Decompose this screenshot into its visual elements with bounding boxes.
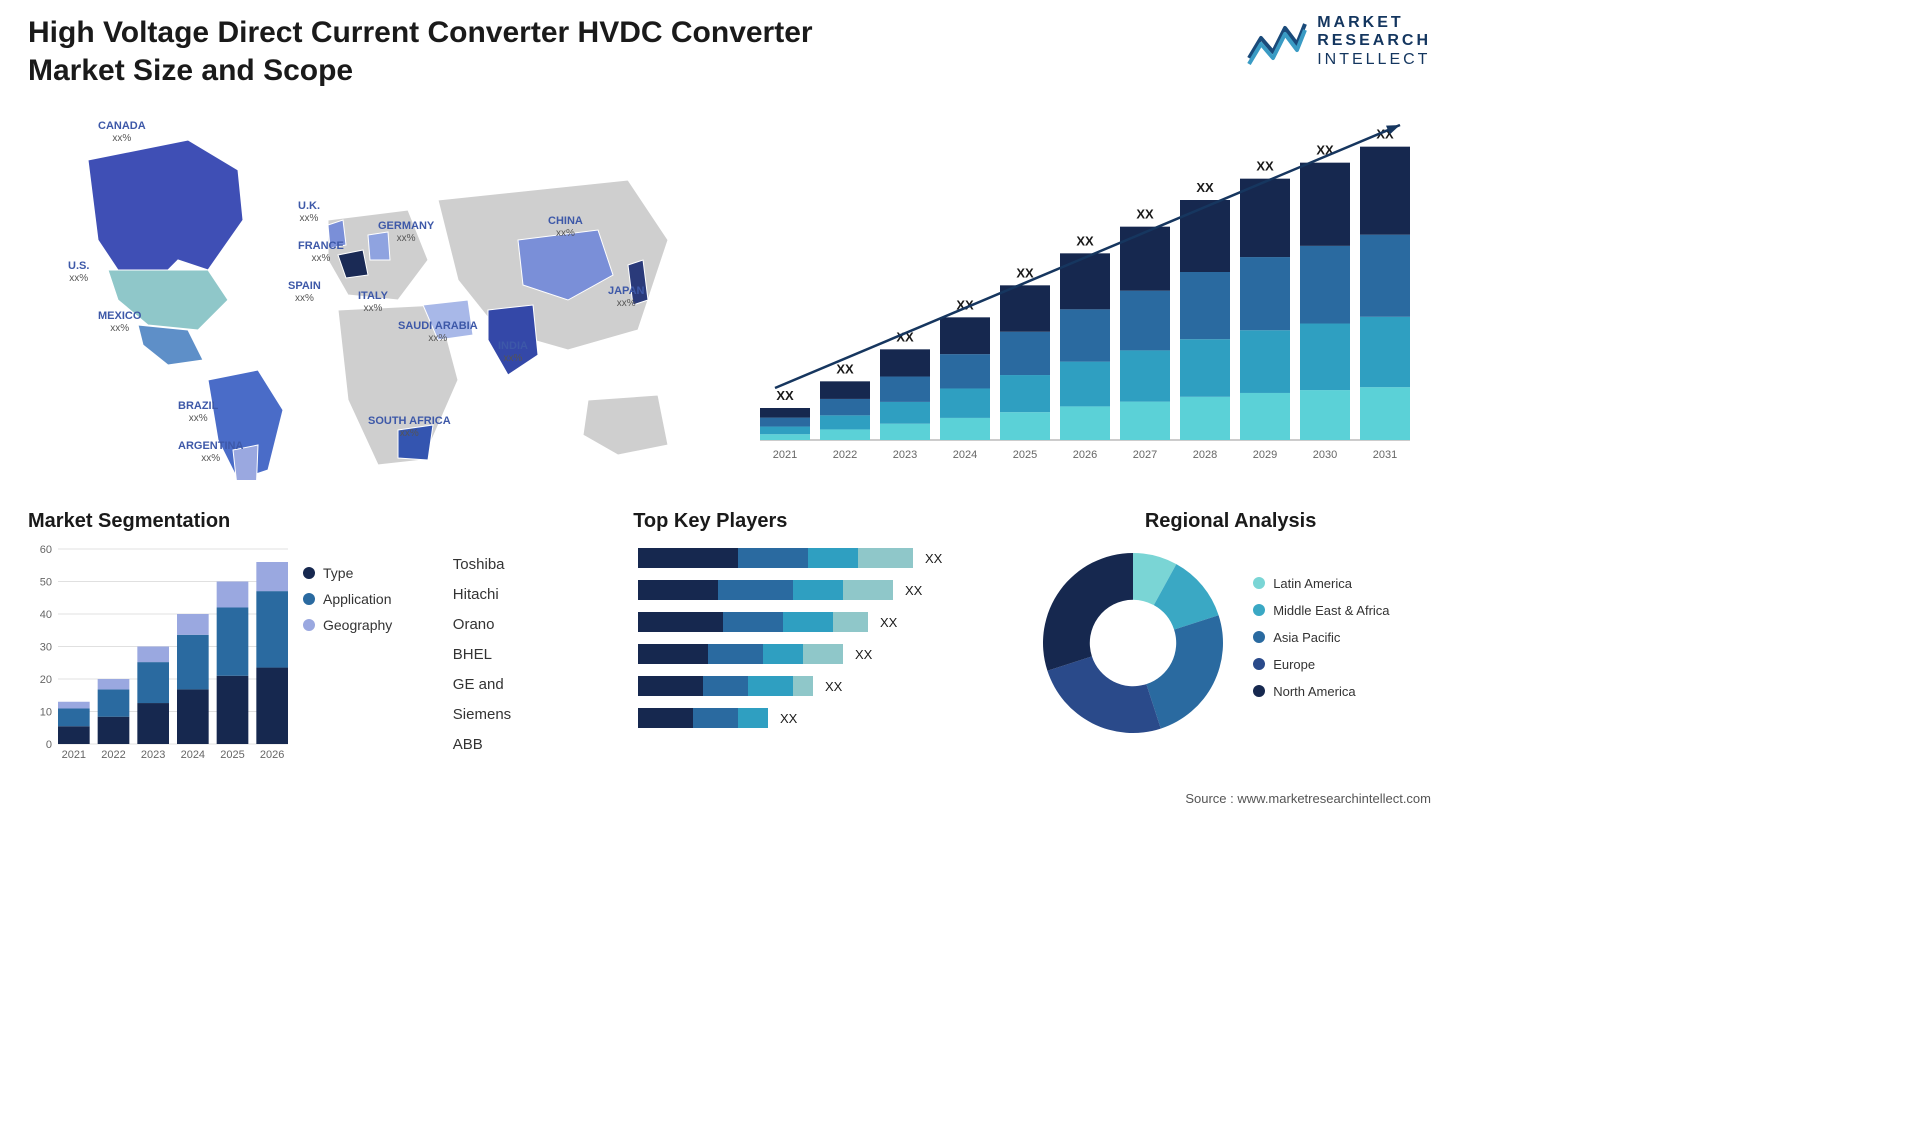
svg-text:10: 10 (40, 707, 52, 719)
key-players-title: Top Key Players (633, 510, 1003, 533)
svg-text:XX: XX (780, 711, 798, 726)
svg-text:XX: XX (1136, 207, 1154, 222)
svg-text:2025: 2025 (1013, 449, 1037, 461)
logo-icon (1247, 18, 1307, 66)
player-name: Hitachi (453, 580, 603, 610)
svg-text:30: 30 (40, 642, 52, 654)
segmentation-legend: Type Application Geography (303, 565, 392, 643)
regional-donut (1033, 543, 1233, 743)
svg-text:XX: XX (880, 615, 898, 630)
regional-legend: Latin America Middle East & Africa Asia Pa… (1253, 576, 1389, 711)
map-label: CHINAxx% (548, 215, 583, 240)
svg-text:XX: XX (925, 551, 943, 566)
svg-text:2024: 2024 (953, 449, 977, 461)
legend-item: Geography (303, 617, 392, 633)
player-name: Toshiba (453, 550, 603, 580)
map-label: FRANCExx% (298, 240, 344, 265)
svg-text:0: 0 (46, 739, 52, 751)
svg-text:2021: 2021 (773, 449, 797, 461)
legend-item: Asia Pacific (1253, 630, 1389, 645)
map-label: MEXICOxx% (98, 310, 141, 335)
svg-text:XX: XX (825, 679, 843, 694)
map-label: SOUTH AFRICAxx% (368, 415, 451, 440)
svg-text:2031: 2031 (1373, 449, 1397, 461)
map-label: SPAINxx% (288, 280, 321, 305)
svg-text:XX: XX (836, 361, 854, 376)
map-label: U.K.xx% (298, 200, 320, 225)
player-name: Siemens (453, 700, 603, 730)
logo-line1: MARKET (1317, 14, 1431, 32)
player-name: GE and (453, 670, 603, 700)
svg-text:XX: XX (1016, 265, 1034, 280)
svg-text:2026: 2026 (1073, 449, 1097, 461)
svg-text:XX: XX (1076, 233, 1094, 248)
legend-item: Latin America (1253, 576, 1389, 591)
logo-line3: INTELLECT (1317, 51, 1431, 69)
player-name: BHEL (453, 640, 603, 670)
legend-item: North America (1253, 684, 1389, 699)
svg-text:XX: XX (1256, 159, 1274, 174)
segmentation-section: Market Segmentation 0 10 20 30 40 50 60 2021 202… (28, 510, 423, 770)
svg-text:20: 20 (40, 674, 52, 686)
svg-text:XX: XX (1196, 180, 1214, 195)
svg-text:2023: 2023 (141, 749, 165, 761)
key-players-section: Top Key Players XX XX XX XX XX XX (633, 510, 1003, 770)
source-attribution: Source : www.marketresearchintellect.com (1185, 791, 1431, 806)
legend-item: Middle East & Africa (1253, 603, 1389, 618)
map-label: BRAZILxx% (178, 400, 218, 425)
logo-line2: RESEARCH (1317, 32, 1431, 50)
regional-section: Regional Analysis Latin America Middle Ea… (1033, 510, 1428, 770)
legend-item: Europe (1253, 657, 1389, 672)
map-label: GERMANYxx% (378, 220, 434, 245)
svg-text:2023: 2023 (893, 449, 917, 461)
player-name: ABB (453, 730, 603, 760)
svg-text:XX: XX (905, 583, 923, 598)
svg-text:XX: XX (776, 388, 794, 403)
map-label: ITALYxx% (358, 290, 388, 315)
map-label: INDIAxx% (498, 340, 528, 365)
svg-text:2022: 2022 (101, 749, 125, 761)
svg-text:60: 60 (40, 544, 52, 556)
svg-text:40: 40 (40, 609, 52, 621)
svg-text:2027: 2027 (1133, 449, 1157, 461)
regional-title: Regional Analysis (1033, 510, 1428, 533)
svg-text:XX: XX (855, 647, 873, 662)
world-map: CANADAxx% U.S.xx% MEXICOxx% BRAZILxx% ARGENT… (28, 100, 698, 480)
svg-text:50: 50 (40, 577, 52, 589)
brand-logo: MARKET RESEARCH INTELLECT (1247, 14, 1431, 69)
player-name: Orano (453, 610, 603, 640)
segmentation-title: Market Segmentation (28, 510, 423, 533)
map-label: ARGENTINAxx% (178, 440, 243, 465)
svg-text:2028: 2028 (1193, 449, 1217, 461)
legend-item: Application (303, 591, 392, 607)
page-title: High Voltage Direct Current Converter HV… (28, 14, 858, 89)
players-list-col: ToshibaHitachiOranoBHELGE andSiemensABB (453, 510, 603, 770)
svg-text:2029: 2029 (1253, 449, 1277, 461)
growth-chart: XX 2021 XX 2022 XX 2023 XX 2024 XX 2025 XX 2026 XX 20… (740, 100, 1430, 480)
svg-text:2024: 2024 (181, 749, 205, 761)
map-label: SAUDI ARABIAxx% (398, 320, 478, 345)
svg-text:2021: 2021 (62, 749, 86, 761)
svg-text:2030: 2030 (1313, 449, 1337, 461)
legend-item: Type (303, 565, 392, 581)
map-label: JAPANxx% (608, 285, 644, 310)
map-label: CANADAxx% (98, 120, 146, 145)
svg-text:2025: 2025 (220, 749, 244, 761)
svg-text:2022: 2022 (833, 449, 857, 461)
svg-text:2026: 2026 (260, 749, 284, 761)
map-label: U.S.xx% (68, 260, 89, 285)
